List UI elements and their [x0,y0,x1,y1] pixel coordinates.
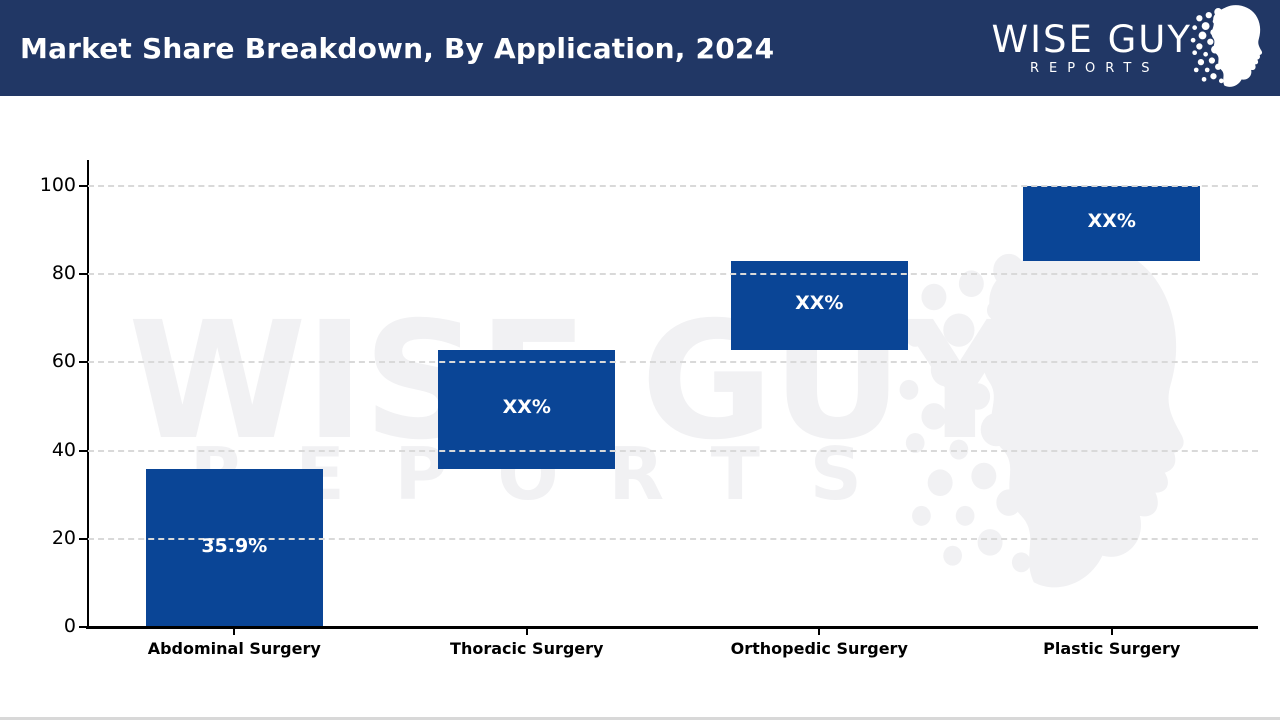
brand-head-icon [1190,5,1263,87]
y-axis-tick-60 [79,361,88,364]
gridline-60 [88,361,1258,364]
footer-divider [0,717,1280,720]
bar-orthopedic-surgery [730,260,908,350]
x-axis-tick-thoracic-surgery [525,627,528,635]
header-bar: Market Share Breakdown, By Application, … [0,0,1280,96]
y-axis-tick-0 [79,626,88,628]
y-axis-tick-40 [79,449,88,452]
brand-name: WISE GUY [991,17,1192,61]
bar-value-label-plastic-surgery: XX% [1087,210,1136,233]
bar-value-label-abdominal-surgery: 35.9% [201,534,268,557]
y-axis-tick-80 [79,273,88,276]
y-axis-tick-100 [79,185,88,187]
y-axis-tick-label-20: 20 [51,526,76,549]
x-axis-tick-plastic-surgery [1110,627,1113,635]
brand-logo-text: WISE GUY REPORTS [992,21,1192,76]
y-axis-line [87,160,89,628]
y-axis-tick-label-0: 0 [63,615,76,637]
x-axis-tick-orthopedic-surgery [818,627,821,635]
x-axis-line [86,626,1258,629]
gridline-100 [88,185,1258,187]
brand-subtitle: REPORTS [1029,60,1160,76]
y-axis-tick-label-80: 80 [51,262,76,285]
bar-abdominal-surgery [145,468,323,627]
y-axis-tick-label-100: 100 [39,174,76,196]
gridline-40 [88,449,1258,452]
gridline-80 [88,273,1258,276]
bar-plastic-surgery [1023,186,1201,261]
bar-thoracic-surgery [438,349,616,469]
bar-value-label-thoracic-surgery: XX% [502,396,551,419]
gridline-20 [88,537,1258,540]
x-axis-category-label-plastic-surgery: Plastic Surgery [1043,639,1181,658]
x-axis-category-label-orthopedic-surgery: Orthopedic Surgery [730,639,908,658]
brand-logo: WISE GUY REPORTS [992,0,1266,96]
x-axis-tick-abdominal-surgery [233,627,236,635]
bar-value-label-orthopedic-surgery: XX% [795,292,844,315]
y-axis-tick-label-40: 40 [51,438,76,461]
page-title: Market Share Breakdown, By Application, … [20,31,775,65]
y-axis-tick-20 [79,537,88,540]
x-axis-category-label-thoracic-surgery: Thoracic Surgery [450,639,604,658]
y-axis-tick-label-60: 60 [51,350,76,373]
x-axis-category-label-abdominal-surgery: Abdominal Surgery [147,639,321,658]
